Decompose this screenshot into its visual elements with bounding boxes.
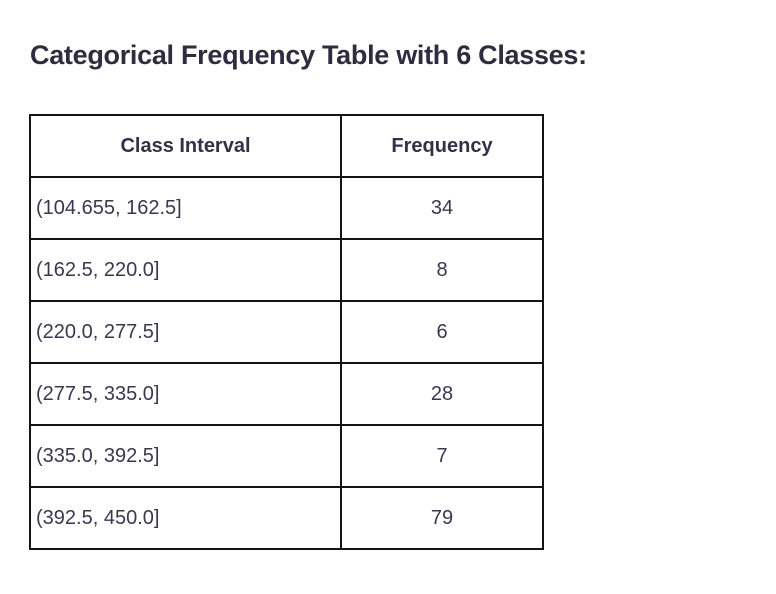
page-title: Categorical Frequency Table with 6 Class… xyxy=(30,40,587,70)
table-row: (162.5, 220.0] 8 xyxy=(29,238,544,302)
table-body: (104.655, 162.5] 34 (162.5, 220.0] 8 (22… xyxy=(29,176,544,550)
table-row: (277.5, 335.0] 28 xyxy=(29,362,544,426)
table-row: (220.0, 277.5] 6 xyxy=(29,300,544,364)
column-header-class-interval: Class Interval xyxy=(29,114,342,178)
frequency-cell: 8 xyxy=(340,238,544,302)
frequency-table: Class Interval Frequency (104.655, 162.5… xyxy=(29,114,544,550)
class-interval-cell: (104.655, 162.5] xyxy=(29,176,342,240)
table-row: (104.655, 162.5] 34 xyxy=(29,176,544,240)
header-row: Class Interval Frequency xyxy=(29,114,544,178)
class-interval-cell: (162.5, 220.0] xyxy=(29,238,342,302)
class-interval-cell: (220.0, 277.5] xyxy=(29,300,342,364)
class-interval-cell: (335.0, 392.5] xyxy=(29,424,342,488)
frequency-cell: 79 xyxy=(340,486,544,550)
frequency-cell: 34 xyxy=(340,176,544,240)
frequency-cell: 28 xyxy=(340,362,544,426)
table-row: (335.0, 392.5] 7 xyxy=(29,424,544,488)
class-interval-cell: (392.5, 450.0] xyxy=(29,486,342,550)
table-row: (392.5, 450.0] 79 xyxy=(29,486,544,550)
frequency-cell: 6 xyxy=(340,300,544,364)
column-header-frequency: Frequency xyxy=(340,114,544,178)
frequency-cell: 7 xyxy=(340,424,544,488)
table-header: Class Interval Frequency xyxy=(29,114,544,178)
class-interval-cell: (277.5, 335.0] xyxy=(29,362,342,426)
